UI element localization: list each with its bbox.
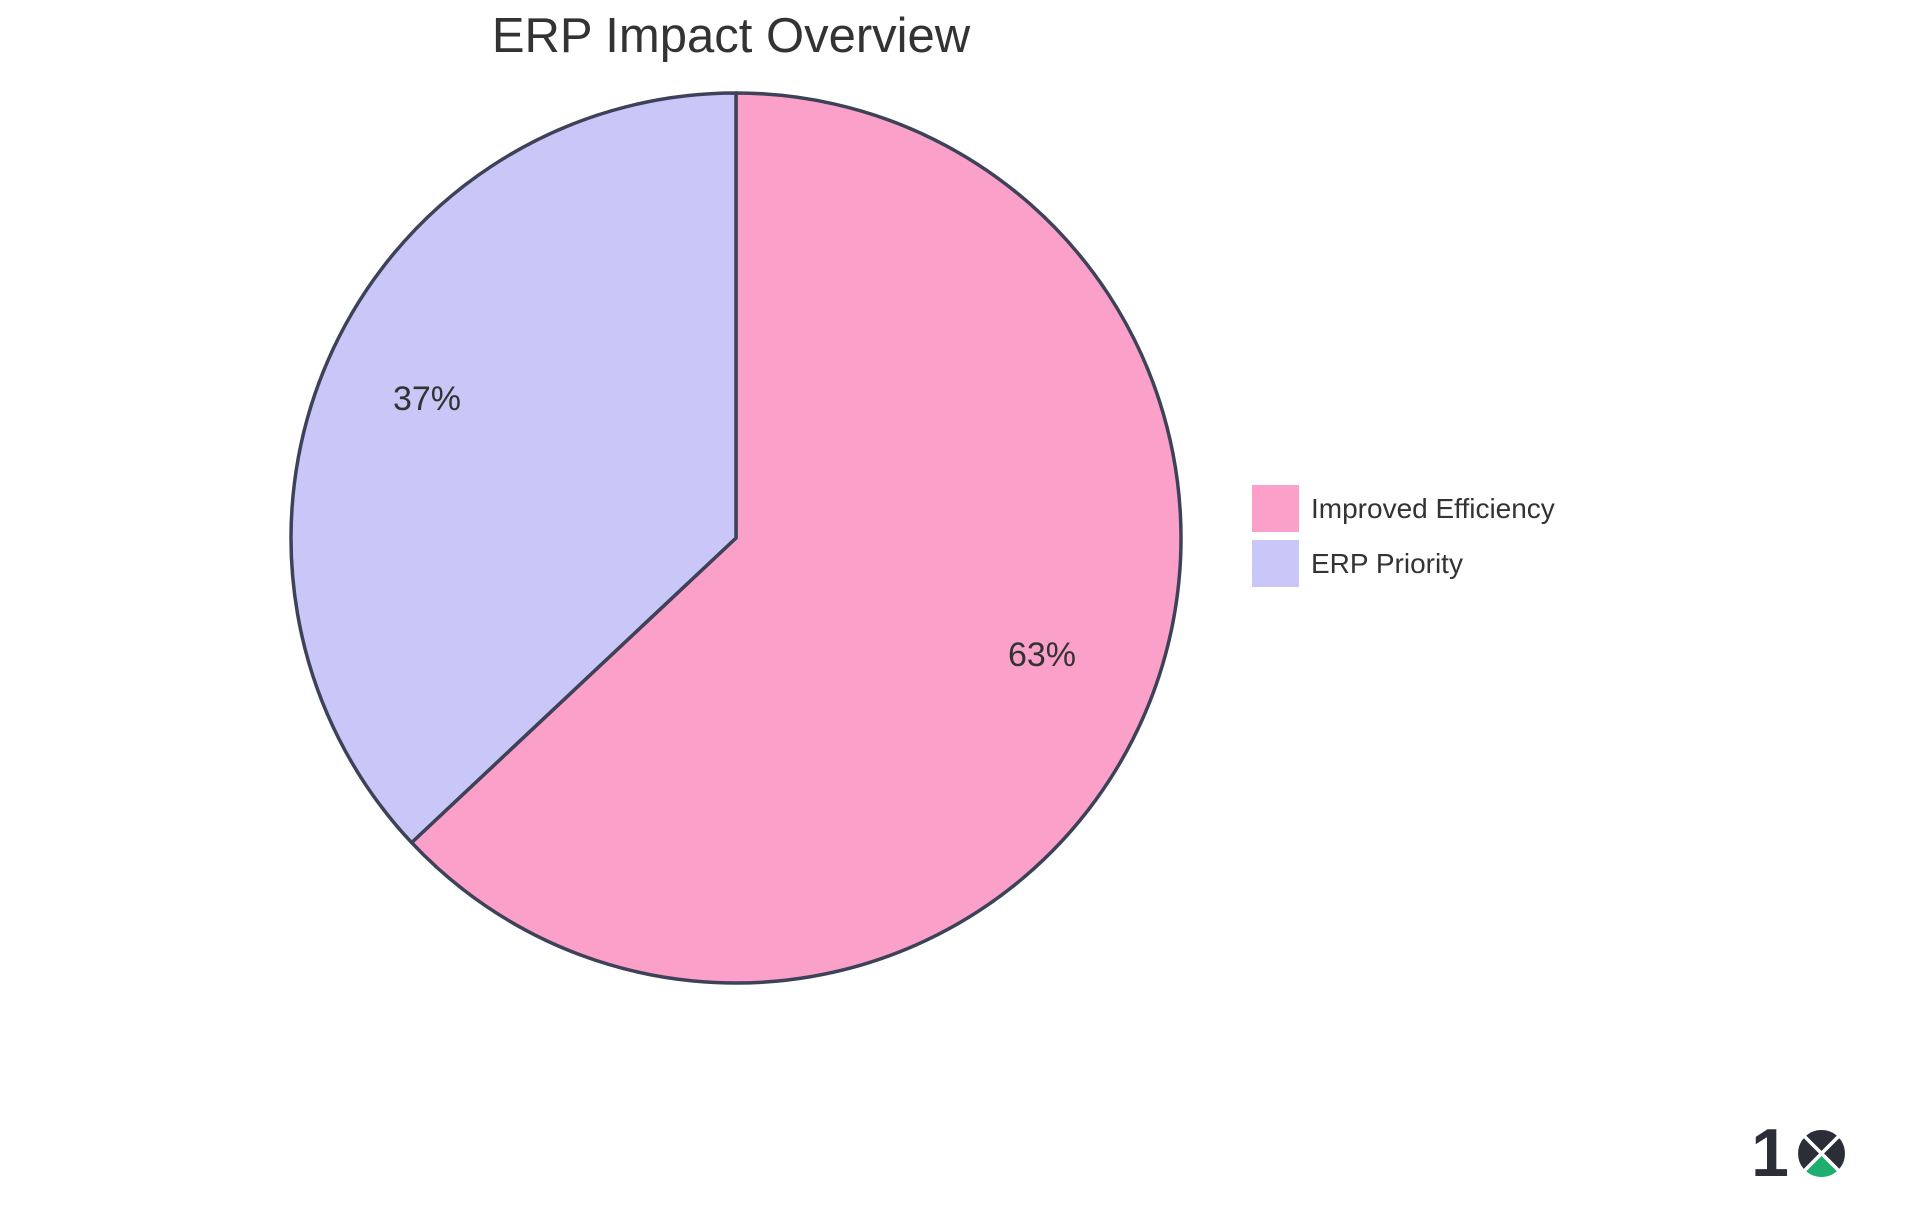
chart-title: ERP Impact Overview — [491, 9, 971, 63]
logo-numeral: 1 — [1751, 1115, 1789, 1191]
legend-item-erp-priority: ERP Priority — [1252, 540, 1555, 587]
pie-slice-erp-priority — [289, 91, 738, 845]
chart-legend: Improved Efficiency ERP Priority — [1252, 485, 1555, 587]
pie-slice-improved-efficiency — [409, 91, 1183, 985]
watermark-logo: 1 — [1751, 1119, 1848, 1187]
legend-swatch-improved-efficiency — [1252, 485, 1299, 532]
legend-label-improved-efficiency: Improved Efficiency — [1311, 492, 1555, 524]
legend-swatch-erp-priority — [1252, 540, 1299, 587]
x-quartered-circle-icon — [1795, 1126, 1848, 1180]
pie-slice-label-erp-priority: 37% — [393, 380, 461, 418]
legend-label-erp-priority: ERP Priority — [1311, 547, 1463, 579]
legend-item-improved-efficiency: Improved Efficiency — [1252, 485, 1555, 532]
pie-slice-label-improved-efficiency: 63% — [1008, 636, 1076, 674]
